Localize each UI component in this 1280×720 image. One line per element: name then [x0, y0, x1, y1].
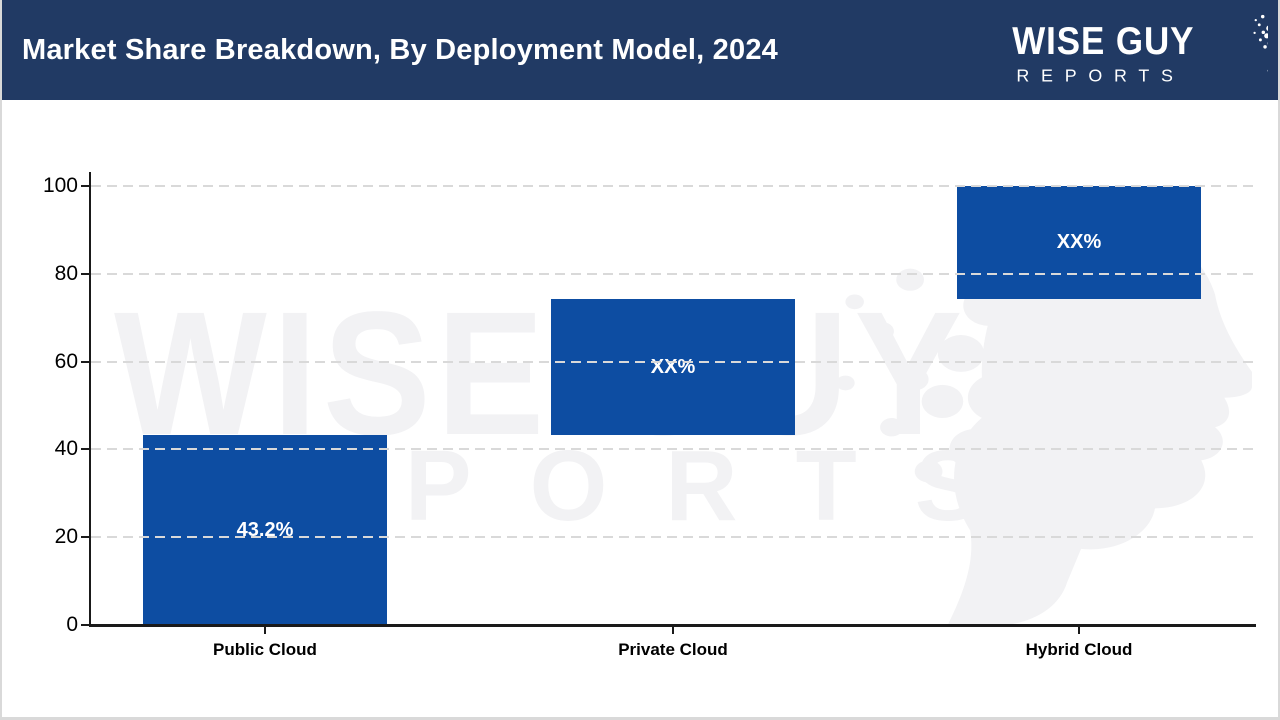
- y-tick-label-20: 20: [54, 525, 78, 549]
- x-axis-label-private-cloud: Private Cloud: [618, 640, 728, 659]
- gridline-100: [91, 185, 1257, 187]
- bar-value-label: XX%: [650, 355, 696, 378]
- y-axis-line: [89, 172, 91, 627]
- gridline-20: [91, 536, 1257, 539]
- header: Market Share Breakdown, By Deployment Mo…: [2, 0, 1278, 100]
- y-tick-label-40: 40: [54, 437, 78, 461]
- x-tick-mark-3: [1078, 627, 1080, 634]
- x-axis-label-public-cloud: Public Cloud: [213, 640, 317, 659]
- y-tick-mark-100: [81, 185, 89, 187]
- y-tick-mark-80: [81, 272, 89, 275]
- chart-title: Market Share Breakdown, By Deployment Mo…: [22, 33, 778, 66]
- x-tick-mark-2: [672, 627, 674, 634]
- gridline-40: [91, 448, 1257, 451]
- wiseguy-reports-logo: WISE GUY REPORTS: [1012, 3, 1268, 97]
- bar-value-label: XX%: [1056, 231, 1102, 254]
- y-tick-label-100: 100: [42, 174, 78, 197]
- y-tick-mark-40: [81, 448, 89, 451]
- bar-private-cloud: XX%: [551, 299, 795, 436]
- y-tick-label-80: 80: [54, 261, 78, 285]
- y-tick-mark-0: [81, 624, 89, 626]
- gridline-80: [91, 272, 1257, 275]
- x-axis-line: [89, 624, 1256, 627]
- dotted-head-icon: [1253, 7, 1268, 71]
- logo-wordmark-line2: REPORTS: [1016, 66, 1184, 86]
- bar-hybrid-cloud: XX%: [957, 186, 1201, 300]
- bar-public-cloud: 43.2%: [143, 435, 387, 625]
- logo-wordmark-line1: WISE GUY: [1012, 19, 1194, 62]
- y-tick-mark-60: [81, 360, 89, 363]
- y-tick-label-60: 60: [54, 349, 78, 373]
- gridline-60: [91, 360, 1257, 363]
- x-axis-label-hybrid-cloud: Hybrid Cloud: [1025, 640, 1133, 659]
- bar-value-label: 43.2%: [236, 518, 294, 541]
- wiseguy-logo-graphic: WISE GUY REPORTS: [1012, 3, 1268, 86]
- y-tick-mark-20: [81, 536, 89, 539]
- x-tick-mark-1: [264, 627, 266, 634]
- y-tick-label-0: 0: [66, 613, 78, 636]
- plot-area: WISE GUY REPORTS 43.2% XX% XX% 0 20 40 60 80 100…: [2, 100, 1278, 717]
